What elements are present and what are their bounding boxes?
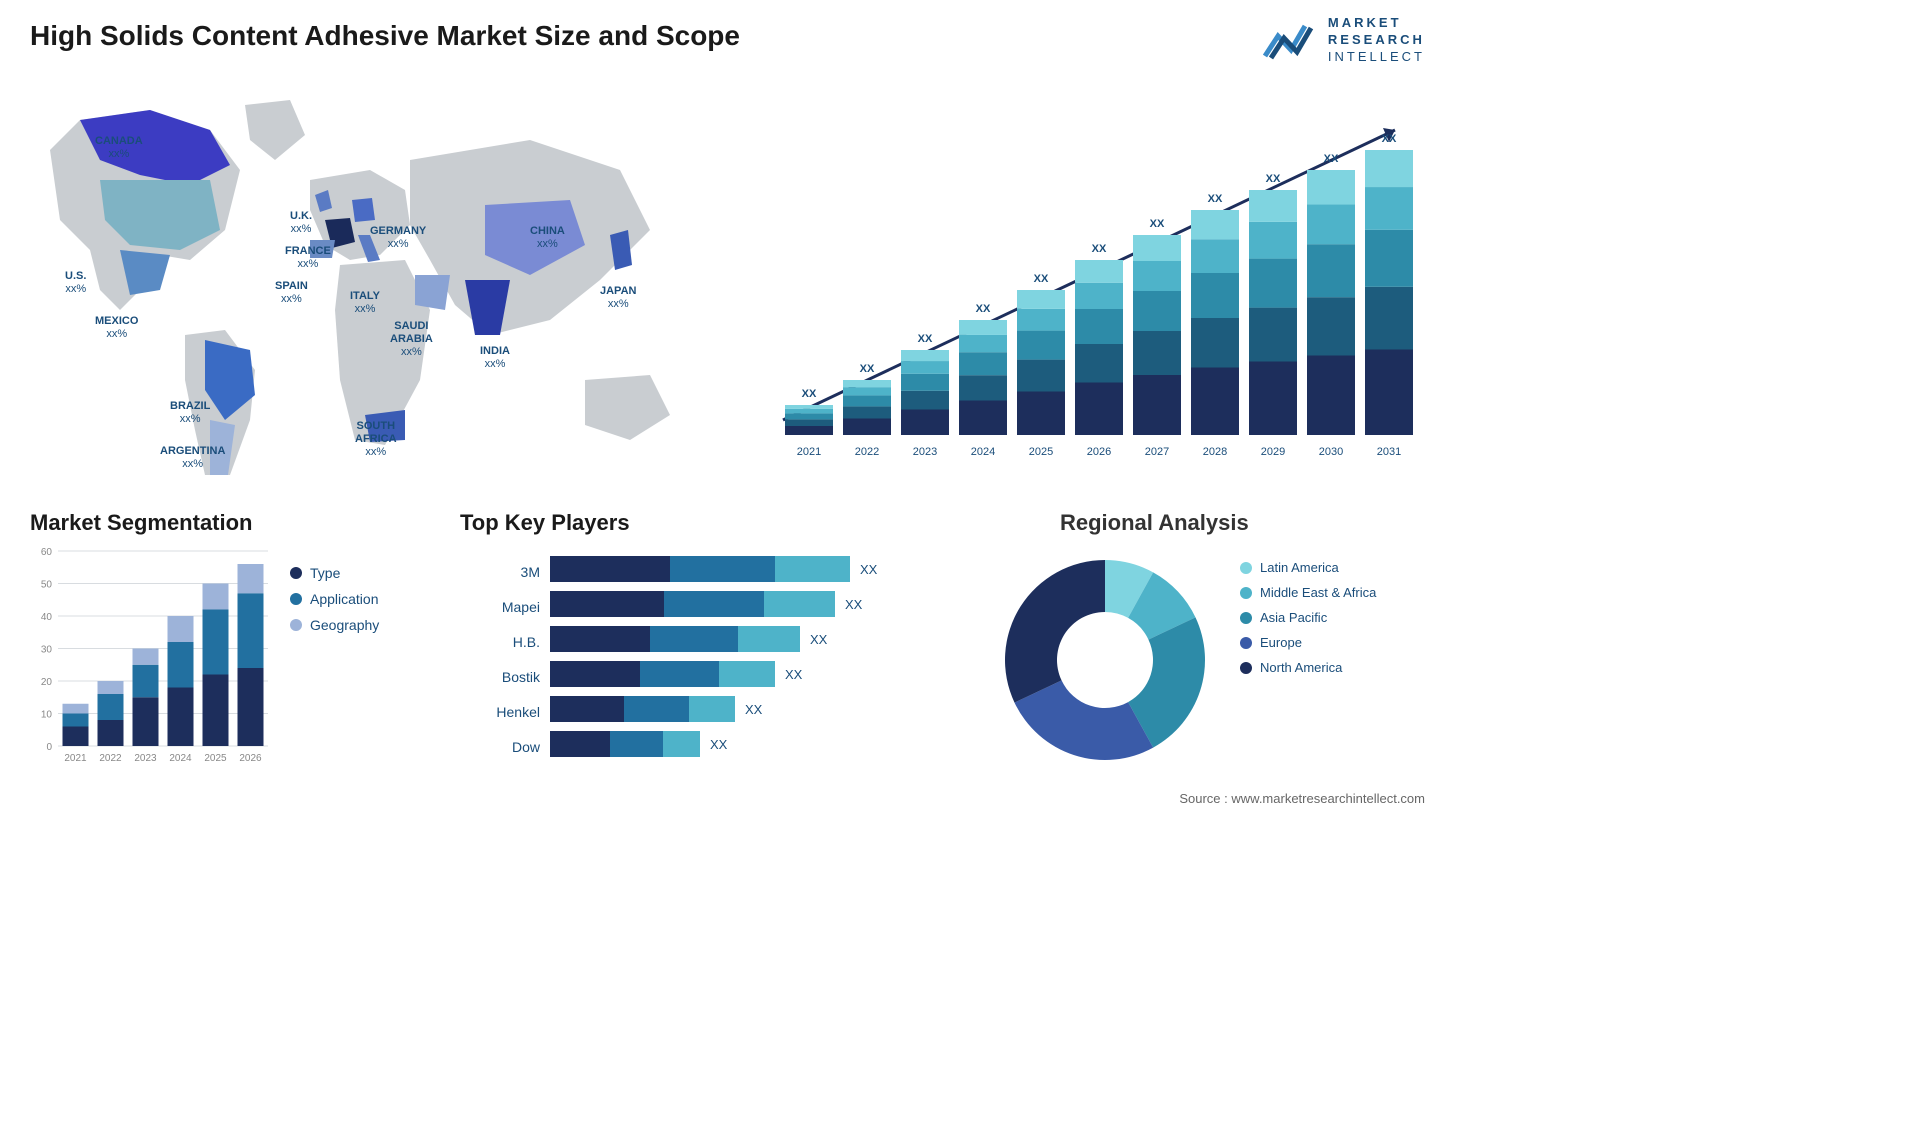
legend-item: Application bbox=[290, 591, 379, 607]
player-label: 3M bbox=[460, 555, 540, 590]
segmentation-chart: 0 10 20 30 40 50 60 2021 2022 2023 2024 2025 2026 bbox=[30, 546, 280, 776]
svg-text:2023: 2023 bbox=[913, 446, 937, 458]
svg-text:2025: 2025 bbox=[204, 753, 227, 764]
legend-item: Europe bbox=[1240, 635, 1376, 650]
player-row: XX bbox=[550, 590, 970, 618]
svg-text:2024: 2024 bbox=[971, 446, 995, 458]
logo-mark-icon bbox=[1263, 18, 1318, 63]
players-bars: XX XX XX XX XX XX bbox=[550, 555, 970, 765]
svg-text:XX: XX bbox=[1208, 193, 1223, 205]
regional-legend: Latin America Middle East & Africa Asia Pa… bbox=[1240, 560, 1376, 685]
legend-item: Geography bbox=[290, 617, 379, 633]
svg-text:XX: XX bbox=[1382, 133, 1397, 145]
map-label: U.S.xx% bbox=[65, 270, 86, 296]
player-value: XX bbox=[810, 632, 827, 647]
map-label: INDIAxx% bbox=[480, 345, 510, 371]
legend-item: Middle East & Africa bbox=[1240, 585, 1376, 600]
svg-text:XX: XX bbox=[1150, 218, 1165, 230]
regional-title: Regional Analysis bbox=[1060, 510, 1249, 536]
map-label: FRANCExx% bbox=[285, 245, 331, 271]
svg-text:2025: 2025 bbox=[1029, 446, 1053, 458]
legend-item: Asia Pacific bbox=[1240, 610, 1376, 625]
segmentation-legend: Type Application Geography bbox=[290, 565, 379, 643]
regional-donut bbox=[1000, 555, 1210, 765]
svg-text:2021: 2021 bbox=[64, 753, 87, 764]
source-label: Source : www.marketresearchintellect.com bbox=[1179, 791, 1425, 806]
player-value: XX bbox=[785, 667, 802, 682]
player-label: Henkel bbox=[460, 695, 540, 730]
svg-text:XX: XX bbox=[1034, 273, 1049, 285]
svg-text:50: 50 bbox=[41, 580, 53, 591]
player-value: XX bbox=[860, 562, 877, 577]
svg-text:2028: 2028 bbox=[1203, 446, 1227, 458]
players-section: Top Key Players bbox=[460, 510, 980, 546]
player-label: H.B. bbox=[460, 625, 540, 660]
svg-text:2026: 2026 bbox=[239, 753, 262, 764]
players-title: Top Key Players bbox=[460, 510, 980, 536]
logo-line2: RESEARCH bbox=[1328, 32, 1425, 49]
map-label: BRAZILxx% bbox=[170, 400, 210, 426]
svg-text:60: 60 bbox=[41, 547, 53, 558]
player-label: Mapei bbox=[460, 590, 540, 625]
svg-text:XX: XX bbox=[1266, 173, 1281, 185]
svg-text:XX: XX bbox=[802, 388, 817, 400]
svg-text:XX: XX bbox=[860, 363, 875, 375]
svg-text:XX: XX bbox=[1324, 153, 1339, 165]
svg-text:2031: 2031 bbox=[1377, 446, 1401, 458]
map-label: SPAINxx% bbox=[275, 280, 308, 306]
svg-text:30: 30 bbox=[41, 645, 53, 656]
segmentation-section: Market Segmentation 0 10 20 30 40 50 60 2021 202… bbox=[30, 510, 430, 781]
page-title: High Solids Content Adhesive Market Size… bbox=[30, 20, 740, 52]
svg-text:2024: 2024 bbox=[169, 753, 192, 764]
map-label: U.K.xx% bbox=[290, 210, 312, 236]
player-row: XX bbox=[550, 695, 970, 723]
map-label: SOUTHAFRICAxx% bbox=[355, 420, 397, 460]
world-map: CANADAxx% U.S.xx% MEXICOxx% BRAZILxx% ARGENT… bbox=[10, 80, 720, 480]
svg-text:2026: 2026 bbox=[1087, 446, 1111, 458]
svg-text:2030: 2030 bbox=[1319, 446, 1343, 458]
legend-item: Type bbox=[290, 565, 379, 581]
svg-text:2021: 2021 bbox=[797, 446, 821, 458]
svg-text:2022: 2022 bbox=[99, 753, 122, 764]
svg-text:2029: 2029 bbox=[1261, 446, 1285, 458]
map-label: SAUDIARABIAxx% bbox=[390, 320, 433, 360]
svg-text:2023: 2023 bbox=[134, 753, 157, 764]
map-label: ARGENTINAxx% bbox=[160, 445, 225, 471]
legend-item: Latin America bbox=[1240, 560, 1376, 575]
map-label: ITALYxx% bbox=[350, 290, 380, 316]
player-row: XX bbox=[550, 555, 970, 583]
svg-text:0: 0 bbox=[46, 742, 52, 753]
svg-text:20: 20 bbox=[41, 677, 53, 688]
svg-text:40: 40 bbox=[41, 612, 53, 623]
player-row: XX bbox=[550, 625, 970, 653]
map-label: CANADAxx% bbox=[95, 135, 143, 161]
logo-line1: MARKET bbox=[1328, 15, 1425, 32]
players-labels: 3MMapeiH.B.BostikHenkelDow bbox=[460, 555, 540, 765]
map-label: JAPANxx% bbox=[600, 285, 636, 311]
player-value: XX bbox=[845, 597, 862, 612]
brand-logo: MARKET RESEARCH INTELLECT bbox=[1263, 15, 1425, 66]
map-label: GERMANYxx% bbox=[370, 225, 426, 251]
player-row: XX bbox=[550, 660, 970, 688]
player-row: XX bbox=[550, 730, 970, 758]
player-label: Bostik bbox=[460, 660, 540, 695]
map-label: MEXICOxx% bbox=[95, 315, 138, 341]
player-value: XX bbox=[745, 702, 762, 717]
svg-text:XX: XX bbox=[1092, 243, 1107, 255]
map-label: CHINAxx% bbox=[530, 225, 565, 251]
player-label: Dow bbox=[460, 730, 540, 765]
svg-text:2027: 2027 bbox=[1145, 446, 1169, 458]
segmentation-title: Market Segmentation bbox=[30, 510, 430, 536]
logo-line3: INTELLECT bbox=[1328, 49, 1425, 66]
player-value: XX bbox=[710, 737, 727, 752]
svg-text:10: 10 bbox=[41, 710, 53, 721]
main-forecast-chart: XX 2021 XX 2022 XX 2023 XX 2024 XX 2025 XX 2026 XX 20… bbox=[765, 90, 1425, 470]
svg-text:XX: XX bbox=[976, 303, 991, 315]
svg-text:XX: XX bbox=[918, 333, 933, 345]
svg-text:2022: 2022 bbox=[855, 446, 879, 458]
legend-item: North America bbox=[1240, 660, 1376, 675]
